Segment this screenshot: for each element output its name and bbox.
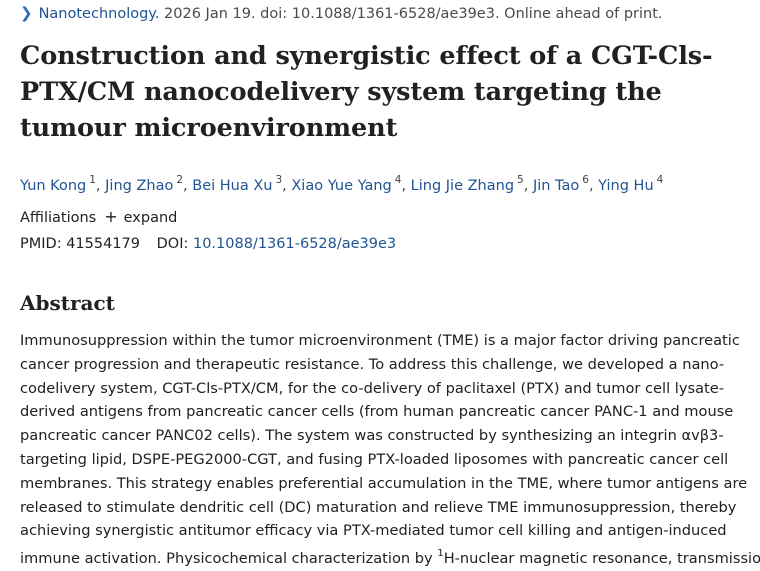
abstract-line-last: immune activation. Physicochemical chara… [20,543,760,571]
abstract-line-start: immune activation. Physicochemical chara… [20,550,438,568]
plus-icon: + [104,207,118,226]
journal-link[interactable]: Nanotechnology. [38,6,160,22]
abstract-line: membranes. This strategy enables prefere… [20,474,748,492]
abstract-line: achieving synergistic antitumor efficacy… [20,522,727,540]
author-separator: , [588,177,599,194]
affiliation-number[interactable]: 3 [275,174,283,186]
affiliations-label: Affiliations [20,210,97,226]
abstract-line: cancer progression and therapeutic resis… [20,355,725,373]
citation-details: 2026 Jan 19. doi: 10.1088/1361-6528/ae39… [164,6,663,22]
pmid-label: PMID: [20,236,62,252]
author-separator: , [95,177,106,194]
citation-line: ❯ Nanotechnology. 2026 Jan 19. doi: 10.10… [20,4,663,23]
abstract-line: released to stimulate dendritic cell (DC… [20,498,737,516]
pmid-value: 41554179 [66,236,141,252]
abstract-line-end: H-nuclear magnetic resonance, transmissi… [443,550,760,568]
abstract-text: Immunosuppression within the tumor micro… [20,329,760,571]
author-link[interactable]: Ling Jie Zhang [410,177,515,194]
doi-label: DOI: [156,236,189,252]
affiliation-number[interactable]: 5 [517,174,524,186]
affiliations-toggle[interactable]: Affiliations + expand [20,207,177,228]
expand-label: expand [123,210,178,226]
abstract-line: targeting lipid, DSPE-PEG2000-CGT, and f… [20,450,729,468]
doi-link[interactable]: 10.1088/1361-6528/ae39e3 [192,236,397,252]
abstract-line: codelivery system, CGT-Cls-PTX/CM, for t… [20,379,724,397]
author-link[interactable]: Bei Hua Xu [192,177,273,194]
author-separator: , [523,177,533,194]
author-link[interactable]: Jin Tao [532,177,580,194]
affiliation-number[interactable]: 4 [656,174,664,186]
author-link[interactable]: Ying Hu [598,177,654,194]
abstract-line: Immunosuppression within the tumor micro… [20,332,740,349]
identifiers: PMID: 41554179 DOI: 10.1088/1361-6528/ae… [20,234,396,254]
superscript: 1 [437,548,444,560]
abstract-line: pancreatic cancer PANC02 cells). The sys… [20,427,724,445]
affiliation-number[interactable]: 2 [176,174,184,186]
affiliation-number[interactable]: 6 [582,174,589,186]
author-list: Yun Kong 1, Jing Zhao 2, Bei Hua Xu 3, Xiao… [20,170,663,197]
affiliation-number[interactable]: 4 [394,174,402,186]
chevron-right-icon[interactable]: ❯ [20,4,33,22]
affiliation-number[interactable]: 1 [89,174,96,186]
article-title: Construction and synergistic effect of a… [20,41,713,143]
abstract-line: derived antigens from pancreatic cancer … [20,403,734,421]
author-link[interactable]: Jing Zhao [105,177,174,194]
author-separator: , [282,177,292,194]
abstract-heading: Abstract [20,291,115,315]
author-link[interactable]: Xiao Yue Yang [291,177,392,194]
author-separator: , [183,177,193,194]
author-link[interactable]: Yun Kong [20,177,87,194]
author-separator: , [401,177,411,194]
